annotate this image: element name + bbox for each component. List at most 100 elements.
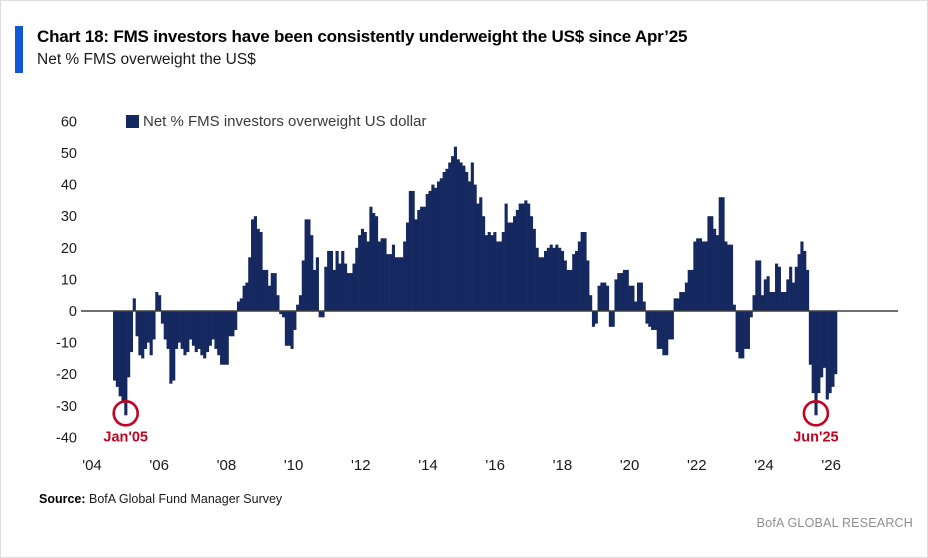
bar (667, 311, 672, 340)
bar (746, 311, 750, 349)
bar (484, 235, 488, 311)
bar (349, 273, 353, 311)
bar (825, 311, 829, 400)
bar (205, 311, 210, 353)
bar (321, 311, 325, 318)
bar (341, 250, 345, 311)
chart-subtitle: Net % FMS overweight the US$ (37, 51, 256, 68)
bar (713, 228, 717, 311)
bar (335, 250, 339, 311)
bar (800, 241, 804, 311)
bar (684, 282, 688, 311)
bar (431, 184, 435, 311)
bar (625, 269, 629, 311)
bar (698, 238, 703, 311)
bar (763, 279, 767, 311)
bar (496, 241, 500, 311)
bar (200, 311, 204, 356)
annotation-circle (112, 399, 139, 427)
bar (682, 292, 686, 311)
bar (132, 298, 136, 311)
bar (234, 311, 238, 330)
bar (129, 311, 134, 353)
annotation-label: Jun'25 (793, 429, 838, 445)
bar (344, 263, 348, 311)
bar (662, 311, 666, 356)
bar (453, 146, 457, 311)
bar (352, 263, 356, 311)
bar (620, 273, 624, 311)
bar (648, 311, 652, 327)
bar (693, 241, 697, 311)
bar (239, 298, 243, 311)
bar (149, 311, 153, 356)
bar (163, 311, 167, 340)
bar (563, 260, 567, 311)
bar (467, 181, 472, 311)
bar (327, 250, 331, 311)
bar (704, 241, 708, 311)
bar (414, 219, 418, 311)
x-tick-label: '06 (149, 457, 169, 474)
bar (504, 203, 508, 311)
bar (124, 311, 128, 416)
bar (397, 257, 401, 311)
bar (265, 269, 269, 311)
bar (780, 292, 784, 311)
bar (622, 269, 627, 311)
bar (287, 311, 291, 346)
bar (197, 311, 201, 349)
title-accent-bar (15, 26, 23, 73)
bar (777, 266, 781, 311)
bar (115, 311, 119, 387)
y-tick-label: -10 (56, 336, 77, 352)
bar (270, 273, 274, 311)
bar (267, 285, 272, 311)
bar (284, 311, 288, 346)
bar (298, 295, 303, 311)
bar (442, 171, 446, 311)
y-tick-label: 30 (61, 209, 77, 225)
bar (834, 311, 838, 375)
bar (177, 311, 181, 343)
bar (290, 311, 294, 349)
bar (679, 292, 683, 311)
bar (752, 295, 756, 311)
x-tick-label: '04 (82, 457, 102, 474)
bar (225, 311, 229, 365)
bar (822, 311, 827, 368)
bar (760, 295, 765, 311)
bar (146, 311, 150, 343)
bar (138, 311, 142, 356)
bar (797, 254, 801, 311)
bar (541, 257, 545, 311)
bar (769, 292, 773, 311)
bar (228, 311, 232, 337)
bar (180, 311, 184, 349)
bar (208, 311, 212, 346)
bar (580, 232, 584, 311)
y-tick-label: 20 (61, 241, 77, 257)
bar (462, 165, 466, 311)
bar (411, 190, 415, 311)
bar (313, 269, 317, 311)
bar (296, 304, 300, 311)
bar (493, 232, 497, 311)
bar (606, 285, 610, 311)
x-tick-label: '10 (284, 457, 304, 474)
bar (772, 292, 776, 311)
bar (603, 282, 607, 311)
bar (631, 285, 635, 311)
bar (701, 241, 705, 311)
bar (653, 311, 658, 330)
bar (276, 295, 280, 311)
bar (155, 292, 159, 311)
bar (174, 311, 179, 349)
bar (231, 311, 235, 337)
bar (636, 282, 641, 311)
bar (560, 250, 565, 311)
bar (687, 269, 691, 311)
bar (360, 228, 365, 311)
bar (217, 311, 221, 356)
